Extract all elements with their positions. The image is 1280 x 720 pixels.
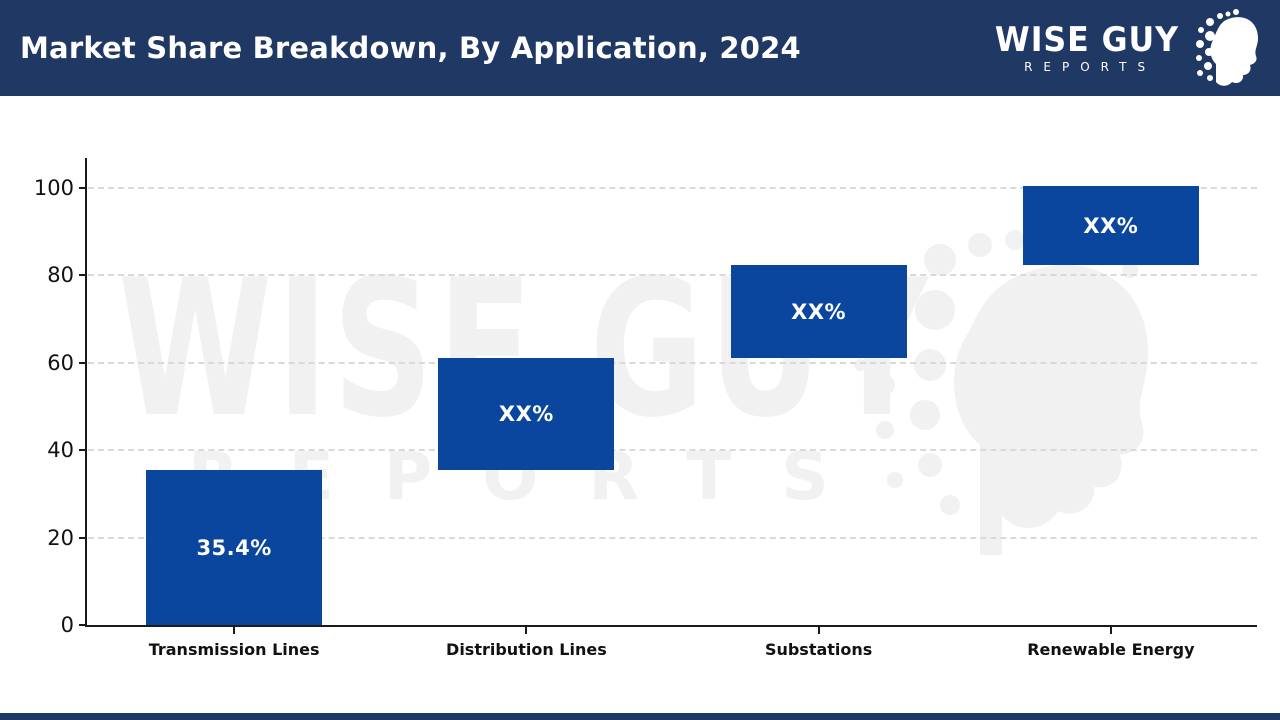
x-category-label: Substations <box>764 640 873 659</box>
x-tickmark <box>817 627 820 634</box>
x-tickmark <box>233 627 236 634</box>
x-category-label: Transmission Lines <box>148 640 320 659</box>
y-tickmark <box>79 361 87 364</box>
gridline-y20 <box>88 536 1257 539</box>
bar-2: XX% <box>438 358 615 471</box>
bar-4: XX% <box>1022 186 1199 265</box>
bar-value-label: 35.4% <box>196 535 272 560</box>
logo-wordmark: WISE GUY REPORTS <box>988 22 1186 74</box>
chart-title: Market Share Breakdown, By Application, … <box>20 31 801 65</box>
footer-bar <box>0 713 1280 720</box>
y-tick-label: 80 <box>47 263 74 287</box>
y-tick-label: 20 <box>47 525 74 550</box>
bar-value-label: XX% <box>498 402 554 427</box>
wiseguy-logo: WISE GUY REPORTS <box>988 8 1262 88</box>
gridline-y40 <box>88 449 1257 451</box>
logo-line2: REPORTS <box>1024 60 1157 74</box>
y-tickmark <box>79 536 87 539</box>
bar-value-label: XX% <box>1083 213 1139 238</box>
x-tickmark <box>525 627 528 634</box>
gridline-y60 <box>88 361 1257 364</box>
x-category-label: Distribution Lines <box>446 640 607 659</box>
bar-3: XX% <box>730 264 907 359</box>
y-axis-line <box>85 158 87 627</box>
y-tickmark <box>79 186 87 189</box>
x-category-label: Renewable Energy <box>1027 640 1195 659</box>
y-tick-label: 0 <box>60 613 74 637</box>
bar-1: 35.4% <box>146 470 323 625</box>
y-tickmark <box>79 449 87 451</box>
logo-face-icon <box>1196 9 1258 86</box>
y-tickmark <box>79 624 87 626</box>
bar-value-label: XX% <box>791 299 847 324</box>
header: Market Share Breakdown, By Application, … <box>0 0 1280 96</box>
x-tickmark <box>1109 627 1112 634</box>
logo-line1: WISE GUY <box>995 20 1180 60</box>
y-tick-label: 100 <box>33 175 74 200</box>
x-axis-line <box>85 625 1257 627</box>
gridline-y80 <box>88 274 1257 276</box>
y-tick-label: 60 <box>47 350 74 375</box>
gridline-y100 <box>88 186 1257 189</box>
y-tickmark <box>79 274 87 276</box>
y-tick-label: 40 <box>47 438 74 462</box>
